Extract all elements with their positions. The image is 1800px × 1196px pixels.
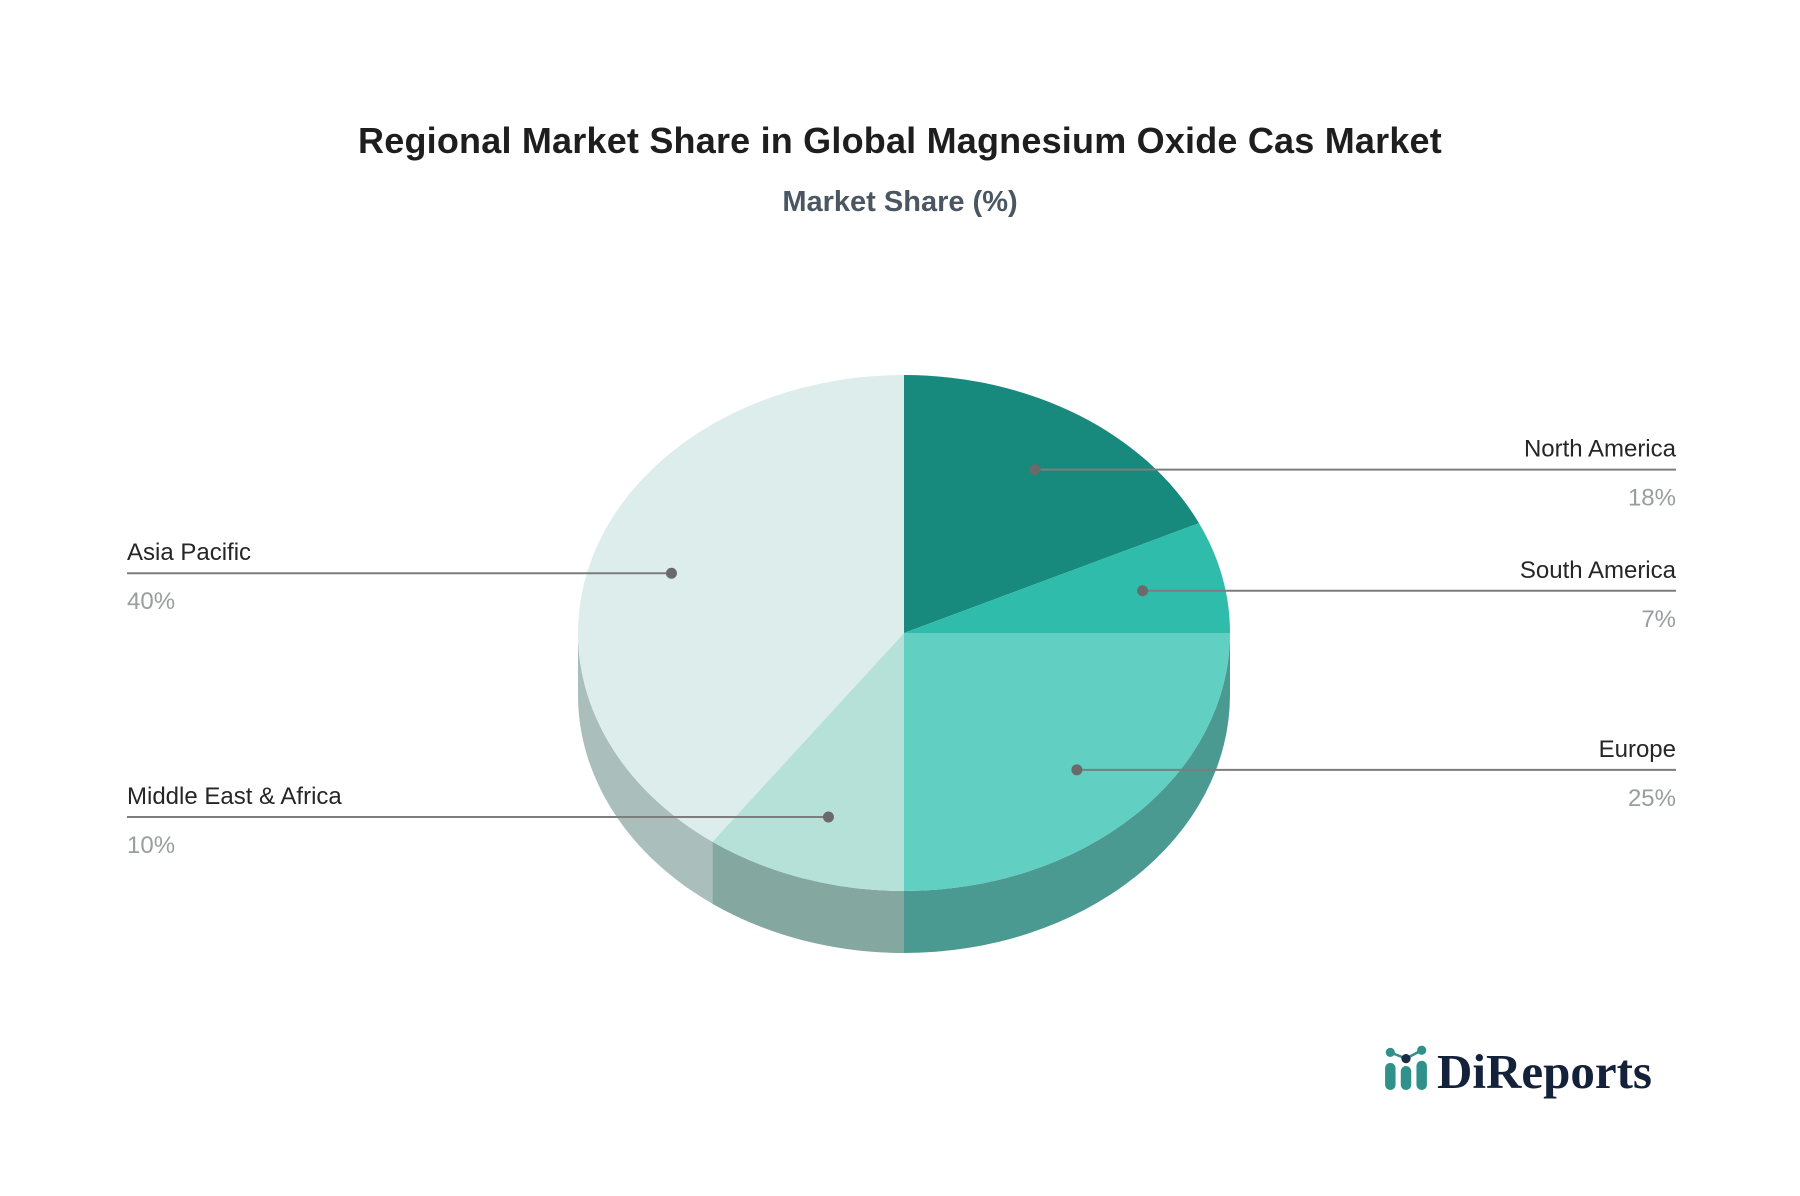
leader-dot-north-america xyxy=(1029,464,1041,476)
chart-title: Regional Market Share in Global Magnesiu… xyxy=(358,120,1442,161)
slice-label-south-america: South America xyxy=(1520,557,1677,584)
leader-dot-south-america xyxy=(1137,585,1149,597)
brand-logo-text: DiReports xyxy=(1436,1044,1652,1099)
pie-slice-north-america[interactable] xyxy=(904,375,1199,633)
bar-line-chart-icon xyxy=(1385,1045,1427,1090)
slice-label-asia-pacific: Asia Pacific xyxy=(127,539,251,566)
leader-dot-europe xyxy=(1071,764,1083,776)
chart-subtitle: Market Share (%) xyxy=(782,186,1018,218)
slice-label-middle-east-africa: Middle East & Africa xyxy=(127,783,342,810)
slice-label-europe: Europe xyxy=(1599,736,1676,763)
pie-slice-south-america[interactable] xyxy=(904,523,1230,633)
pie-slice-asia-pacific[interactable] xyxy=(578,375,904,842)
slice-value-north-america: 18% xyxy=(1628,485,1676,512)
slice-value-south-america: 7% xyxy=(1641,606,1676,633)
pie-slice-side-asia-pacific xyxy=(578,633,713,904)
pie-slice-middle-east-africa[interactable] xyxy=(712,633,904,891)
slice-label-north-america: North America xyxy=(1524,436,1677,463)
brand-logo: DiReports xyxy=(1383,1032,1652,1096)
slice-value-middle-east-africa: 10% xyxy=(127,832,175,859)
pie-slice-side-europe xyxy=(904,633,1230,953)
pie-slice-side-middle-east-africa xyxy=(712,841,904,953)
slice-value-europe: 25% xyxy=(1628,785,1676,812)
slice-value-asia-pacific: 40% xyxy=(127,588,175,615)
leader-dot-middle-east-africa xyxy=(822,811,834,823)
pie-slice-europe[interactable] xyxy=(904,633,1230,891)
leader-dot-asia-pacific xyxy=(665,567,677,579)
